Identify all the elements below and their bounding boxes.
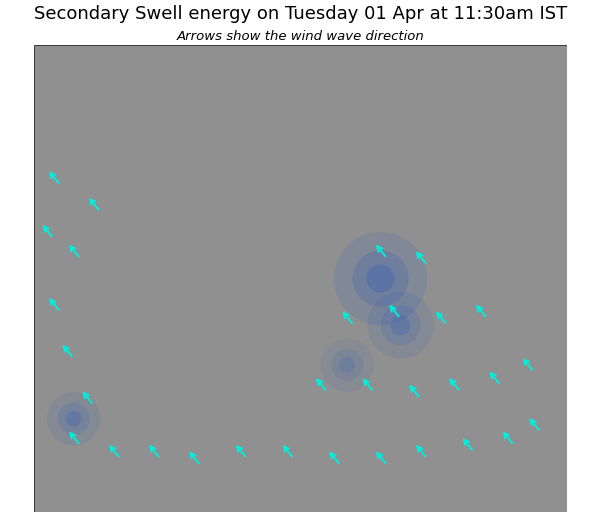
Circle shape (331, 349, 363, 381)
Circle shape (353, 250, 409, 307)
Text: Arrows show the wind wave direction: Arrows show the wind wave direction (177, 30, 424, 44)
Circle shape (380, 305, 421, 345)
Text: Secondary Swell energy on Tuesday 01 Apr at 11:30am IST: Secondary Swell energy on Tuesday 01 Apr… (34, 5, 567, 23)
Circle shape (47, 392, 100, 445)
Polygon shape (34, 45, 567, 512)
Circle shape (367, 265, 394, 292)
Circle shape (320, 338, 374, 392)
Circle shape (66, 411, 82, 426)
Circle shape (391, 315, 410, 335)
Circle shape (58, 402, 90, 435)
Circle shape (367, 292, 434, 358)
Circle shape (339, 357, 355, 373)
Circle shape (334, 232, 427, 325)
